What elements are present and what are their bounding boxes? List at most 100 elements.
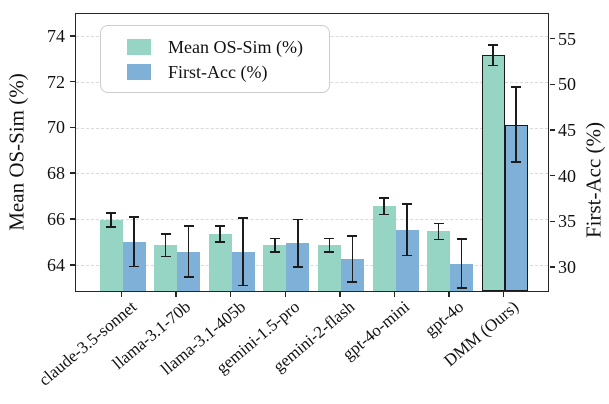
legend-item-first-acc: First-Acc (%) (101, 62, 329, 82)
error-bar-cap (269, 237, 280, 240)
error-bar-cap (106, 226, 116, 228)
legend-swatch-first-acc (127, 63, 151, 80)
y-tick-label-left: 74 (47, 25, 65, 46)
error-bar-cap (183, 225, 194, 227)
bar-first-acc (395, 229, 419, 291)
y-tick-label-right: 45 (558, 120, 576, 141)
error-bar (133, 216, 135, 267)
error-bar (383, 198, 385, 215)
y-tick-mark-right (550, 266, 555, 268)
error-bar-cap (183, 276, 194, 279)
bar-mean-os-sim (481, 55, 505, 291)
error-bar-cap (215, 240, 226, 243)
error-bar-cap (215, 224, 226, 227)
error-bar-cap (379, 213, 389, 216)
error-bar-cap (433, 222, 444, 225)
gridline (76, 265, 548, 267)
y-tick-label-right: 40 (558, 165, 576, 186)
gridline (76, 173, 548, 175)
error-bar-cap (347, 235, 358, 237)
y-tick-mark-right (550, 83, 555, 86)
x-tick-mark (339, 291, 341, 297)
bar-mean-os-sim (208, 233, 232, 291)
x-tick-mark (284, 291, 287, 297)
x-tick-mark (502, 291, 505, 297)
error-bar (110, 213, 112, 227)
error-bar-cap (160, 232, 171, 235)
error-bar-cap (488, 44, 499, 46)
error-bar (219, 225, 221, 242)
y-tick-label-left: 66 (47, 209, 65, 230)
bar-mean-os-sim (154, 245, 178, 291)
y-tick-mark-left (70, 80, 75, 83)
error-bar-cap (511, 86, 522, 88)
error-bar (187, 226, 190, 278)
y-tick-label-right: 50 (558, 74, 576, 95)
error-bar-cap (347, 281, 358, 283)
x-tick-mark (229, 291, 232, 297)
bar-mean-os-sim (427, 231, 451, 291)
y-tick-mark-right (550, 220, 555, 223)
error-bar (515, 87, 517, 163)
error-bar-cap (238, 217, 249, 219)
x-tick-mark (175, 291, 177, 297)
y-tick-label-left: 70 (47, 117, 65, 138)
error-bar-cap (433, 238, 444, 241)
error-bar-cap (488, 64, 499, 67)
y-tick-label-left: 72 (47, 71, 65, 92)
gridline (76, 127, 548, 129)
error-bar-cap (456, 238, 467, 240)
y-tick-mark-left (70, 218, 75, 220)
error-bar-cap (402, 254, 412, 257)
error-bar-cap (106, 212, 116, 214)
y-tick-label-left: 68 (47, 163, 65, 184)
x-tick-mark (120, 291, 123, 297)
x-tick-mark (448, 291, 450, 297)
error-bar-cap (160, 255, 171, 258)
y-tick-mark-right (550, 174, 555, 177)
error-bar (328, 238, 331, 253)
legend: Mean OS-Sim (%) First-Acc (%) (100, 25, 330, 93)
error-bar-cap (292, 218, 303, 221)
y-tick-mark-left (70, 264, 75, 266)
error-bar (164, 233, 167, 257)
error-bar-cap (129, 265, 139, 268)
left-axis-title: Mean OS-Sim (%) (4, 73, 29, 231)
legend-label-mean-os-sim: Mean OS-Sim (%) (168, 36, 303, 57)
y-tick-mark-left (70, 35, 75, 37)
bar-mean-os-sim (372, 206, 396, 291)
legend-swatch-mean-os-sim (127, 38, 151, 55)
error-bar (460, 238, 463, 289)
bar-mean-os-sim (99, 220, 123, 291)
y-tick-mark-left (70, 126, 75, 129)
error-bar (297, 219, 299, 268)
error-bar-cap (324, 237, 335, 240)
y-tick-label-right: 35 (558, 211, 576, 232)
plot-area: Mean OS-Sim (%) First-Acc (%) (75, 13, 549, 292)
y-tick-mark-right (550, 37, 555, 40)
error-bar (351, 236, 354, 282)
legend-label-first-acc: First-Acc (%) (168, 61, 268, 82)
y-tick-label-right: 30 (558, 257, 576, 278)
error-bar-cap (269, 251, 280, 253)
error-bar (242, 217, 244, 286)
y-tick-mark-right (550, 129, 555, 131)
error-bar (274, 238, 276, 253)
error-bar-cap (379, 197, 389, 200)
gridline (76, 219, 548, 221)
error-bar-cap (402, 203, 412, 205)
x-tick-mark (393, 291, 396, 297)
error-bar (437, 223, 440, 240)
y-tick-label-left: 64 (47, 254, 65, 275)
y-tick-label-right: 55 (558, 28, 576, 49)
error-bar (492, 44, 494, 66)
error-bar-cap (292, 266, 303, 269)
bar-mean-os-sim (317, 245, 341, 291)
error-bar-cap (129, 216, 139, 218)
y-tick-mark-left (70, 172, 75, 174)
bar-mean-os-sim (263, 245, 287, 291)
error-bar-cap (324, 251, 335, 253)
error-bar-cap (238, 284, 249, 287)
error-bar-cap (511, 161, 522, 163)
